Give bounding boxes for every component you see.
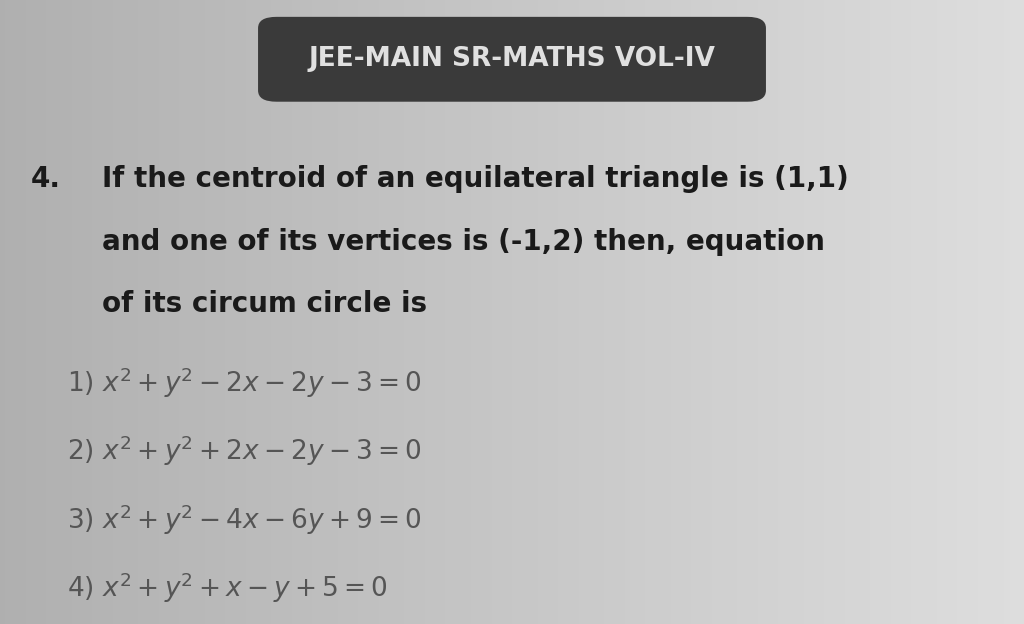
Text: 3) $x^2+y^2-4x-6y+9=0$: 3) $x^2+y^2-4x-6y+9=0$ (67, 502, 421, 537)
Text: If the centroid of an equilateral triangle is (1,1): If the centroid of an equilateral triang… (102, 165, 849, 193)
Text: 4) $x^2+y^2+x-y+5=0$: 4) $x^2+y^2+x-y+5=0$ (67, 571, 387, 605)
Text: 1) $x^2+y^2-2x-2y-3=0$: 1) $x^2+y^2-2x-2y-3=0$ (67, 365, 421, 399)
Text: 4.: 4. (31, 165, 60, 193)
Text: JEE-MAIN SR-MATHS VOL-IV: JEE-MAIN SR-MATHS VOL-IV (308, 46, 716, 72)
Text: of its circum circle is: of its circum circle is (102, 290, 428, 318)
Text: 2) $x^2+y^2+2x-2y-3=0$: 2) $x^2+y^2+2x-2y-3=0$ (67, 434, 421, 468)
Text: and one of its vertices is (-1,2) then, equation: and one of its vertices is (-1,2) then, … (102, 228, 825, 256)
